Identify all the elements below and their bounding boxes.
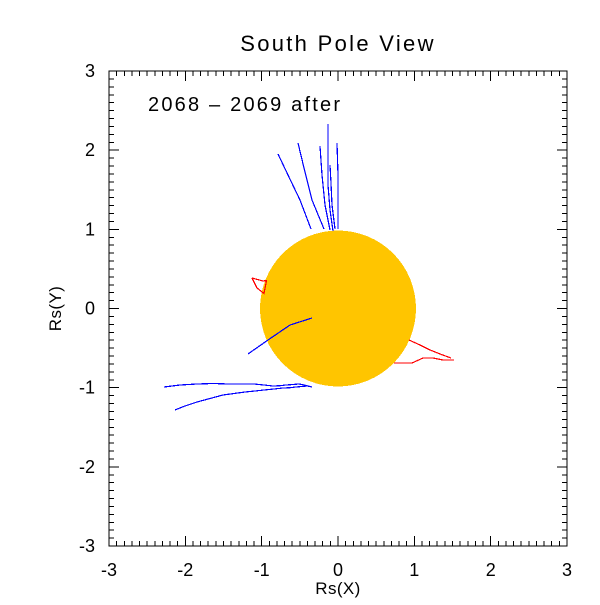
svg-text:Rs(X): Rs(X) — [315, 579, 360, 598]
svg-text:2068 – 2069 after: 2068 – 2069 after — [148, 94, 342, 116]
svg-text:1: 1 — [409, 560, 419, 580]
svg-text:-1: -1 — [254, 560, 270, 580]
svg-text:1: 1 — [85, 219, 95, 239]
svg-text:3: 3 — [562, 560, 572, 580]
svg-text:0: 0 — [333, 560, 343, 580]
svg-text:3: 3 — [85, 61, 95, 81]
svg-text:-3: -3 — [101, 560, 117, 580]
svg-text:Rs(Y): Rs(Y) — [46, 286, 65, 331]
svg-text:-2: -2 — [177, 560, 193, 580]
svg-text:-3: -3 — [79, 536, 95, 556]
svg-text:South Pole View: South Pole View — [240, 31, 436, 56]
svg-text:-2: -2 — [79, 457, 95, 477]
svg-text:-1: -1 — [79, 378, 95, 398]
svg-text:2: 2 — [486, 560, 496, 580]
svg-text:0: 0 — [85, 299, 95, 319]
svg-text:2: 2 — [85, 140, 95, 160]
